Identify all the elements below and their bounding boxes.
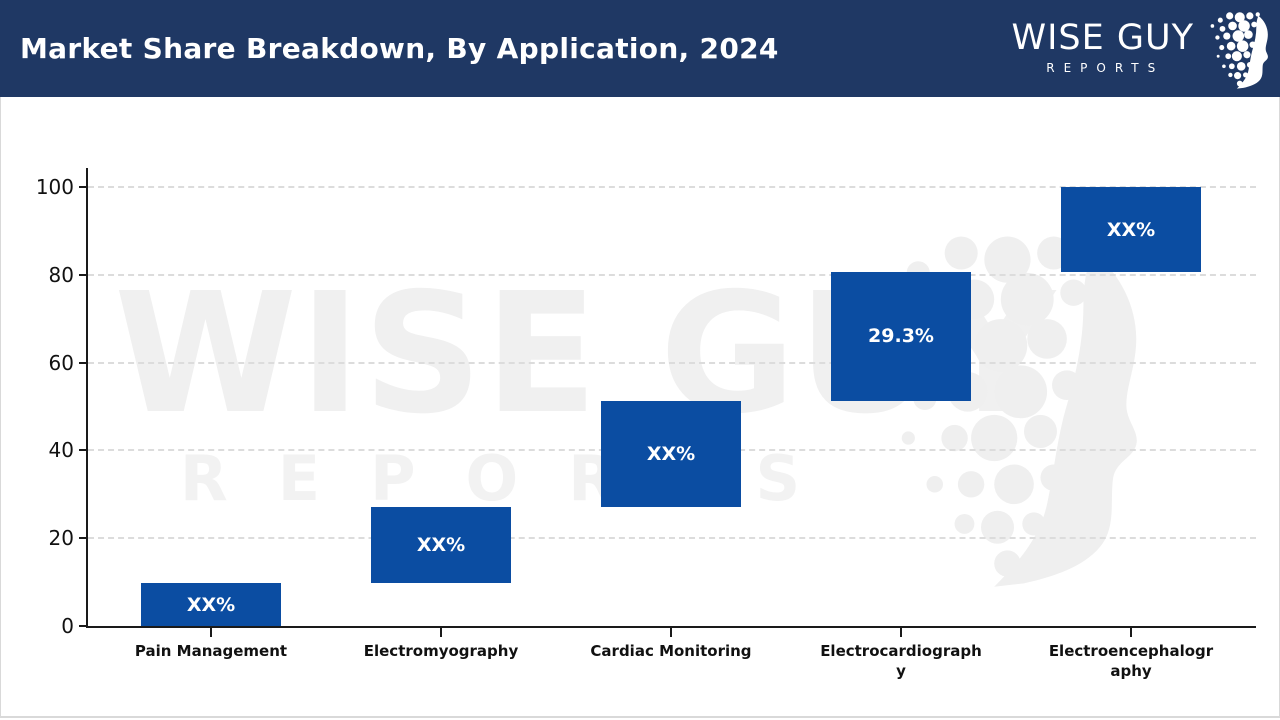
- x-tick-label: Electromyography: [363, 642, 519, 660]
- bar-cardiac-monitoring: XX%: [601, 400, 741, 508]
- watermark-reports: REPORTS: [180, 442, 851, 515]
- y-tick-label: 20: [48, 526, 74, 551]
- bar-pain-management: XX%: [141, 583, 281, 626]
- x-tick-label: Cardiac Monitoring: [590, 642, 752, 660]
- bar-electroencephalography: XX%: [1061, 187, 1201, 273]
- y-tick: [79, 273, 88, 276]
- x-tick-label: Electrocardiograph y: [820, 642, 982, 681]
- y-tick-label: 100: [35, 175, 74, 199]
- bar-electrocardiography: 29.3%: [831, 272, 971, 401]
- gridline: [88, 273, 1256, 276]
- x-axis-line: [86, 626, 1256, 628]
- bar-value-label: XX%: [1106, 218, 1156, 241]
- brand-name: WISE GUY: [1011, 18, 1194, 58]
- x-tick: [1130, 628, 1132, 637]
- y-tick: [79, 625, 88, 627]
- y-tick: [79, 361, 88, 364]
- bar-value-label: XX%: [416, 534, 466, 557]
- bar-value-label: XX%: [646, 443, 696, 466]
- bar-value-label: 29.3%: [868, 325, 934, 348]
- x-tick-label: Pain Management: [134, 642, 288, 660]
- y-tick: [79, 449, 88, 452]
- gridline: [88, 537, 1256, 540]
- page-title: Market Share Breakdown, By Application, …: [20, 32, 779, 65]
- x-tick: [670, 628, 672, 637]
- y-tick-label: 80: [48, 262, 74, 287]
- header: Market Share Breakdown, By Application, …: [0, 0, 1280, 97]
- y-axis-line: [86, 168, 88, 628]
- y-tick: [79, 537, 88, 540]
- bar-value-label: XX%: [186, 593, 236, 616]
- y-tick: [79, 186, 88, 188]
- y-tick-label: 0: [61, 614, 74, 638]
- y-tick-label: 40: [48, 438, 74, 463]
- x-tick: [210, 628, 212, 637]
- x-tick: [900, 628, 902, 637]
- bar-electromyography: XX%: [371, 507, 511, 584]
- brand-subtitle: REPORTS: [1046, 61, 1165, 75]
- logo-text: WISE GUY REPORTS: [1011, 18, 1194, 76]
- y-tick-label: 60: [48, 350, 74, 375]
- wiseguy-head-icon: [1198, 7, 1270, 91]
- x-tick: [440, 628, 442, 637]
- gridline: [88, 361, 1256, 364]
- x-tick-label: Electroencephalogr aphy: [1048, 642, 1214, 681]
- wiseguy-logo: WISE GUY REPORTS: [1011, 5, 1270, 93]
- gridline: [88, 186, 1256, 188]
